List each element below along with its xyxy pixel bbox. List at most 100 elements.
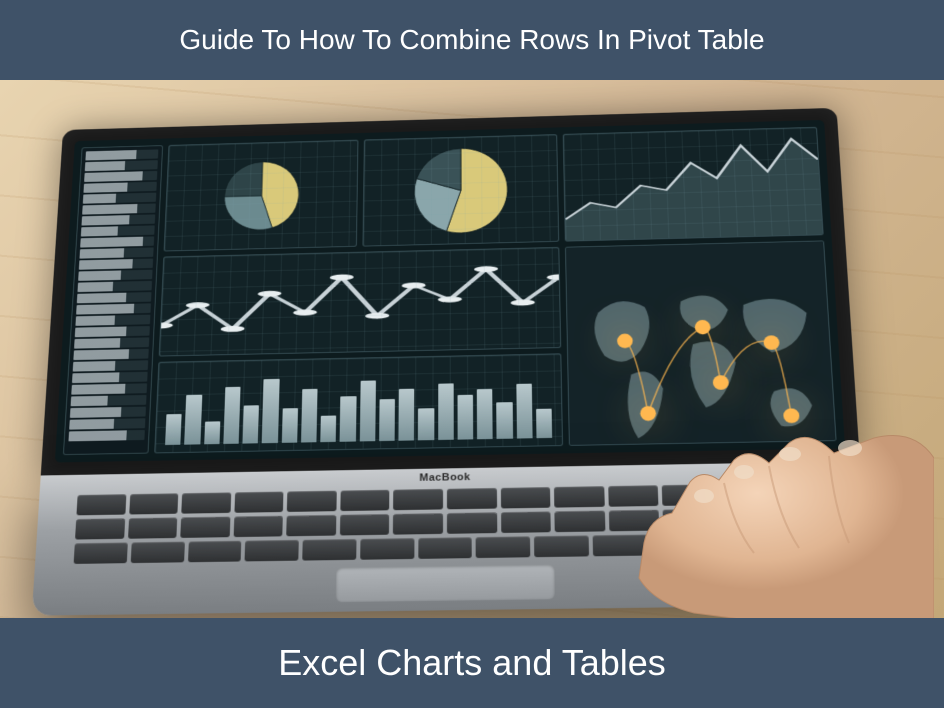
table-row (78, 270, 152, 281)
key (287, 515, 337, 536)
key (447, 512, 497, 534)
laptop-screen-frame (41, 108, 860, 476)
key (609, 510, 660, 532)
table-row (69, 418, 145, 429)
table-row (72, 372, 148, 383)
key (188, 541, 242, 563)
key (772, 507, 824, 529)
key (476, 536, 530, 558)
bar (165, 414, 182, 445)
table-row (73, 360, 149, 371)
bar (516, 383, 532, 438)
table-row (68, 430, 144, 441)
header-title: Guide To How To Combine Rows In Pivot Ta… (179, 24, 764, 56)
key (663, 509, 714, 531)
bar (223, 387, 240, 444)
key (771, 482, 823, 504)
key (74, 542, 128, 563)
table-row (71, 383, 147, 394)
world-map-panel (565, 241, 837, 446)
key (129, 493, 179, 514)
laptop-base: MacBook (32, 461, 870, 616)
bar (242, 405, 259, 443)
key (76, 494, 126, 515)
header-banner: Guide To How To Combine Rows In Pivot Ta… (0, 0, 944, 80)
table-row (77, 281, 152, 292)
table-row (85, 160, 158, 171)
bar (281, 408, 297, 443)
bar (184, 395, 201, 445)
key (769, 532, 825, 554)
key (302, 539, 356, 561)
table-row (81, 225, 155, 236)
bar (438, 383, 454, 440)
bar (301, 389, 318, 442)
table-row (70, 407, 146, 418)
bar (359, 380, 375, 441)
bar (477, 389, 493, 440)
trackpad (336, 565, 555, 603)
bar (418, 408, 434, 440)
key (710, 533, 766, 555)
key (608, 485, 659, 506)
table-row (75, 315, 150, 326)
bar (496, 402, 512, 439)
key (393, 513, 443, 534)
key (555, 511, 606, 533)
world-map (566, 242, 837, 446)
key (75, 518, 125, 539)
key (181, 492, 231, 513)
key (245, 540, 299, 562)
area-chart-panel (563, 127, 824, 242)
footer-banner: Excel Charts and Tables (0, 618, 944, 708)
table-row (82, 203, 156, 214)
key (360, 538, 414, 560)
bar (536, 409, 552, 438)
key (592, 535, 647, 557)
table-row (84, 171, 157, 182)
table-row (71, 395, 147, 406)
table-row (74, 337, 149, 348)
pie-chart-1-panel (164, 140, 359, 252)
table-row (77, 292, 152, 303)
bar-chart-panel (154, 353, 563, 453)
key (340, 514, 390, 535)
key (340, 490, 390, 511)
table-row (83, 182, 156, 193)
key (554, 486, 604, 507)
table-row (81, 214, 155, 225)
key (128, 517, 178, 538)
table-row (79, 247, 153, 258)
key (394, 489, 444, 510)
key (717, 508, 769, 530)
key (716, 483, 767, 505)
key (500, 487, 550, 508)
line-chart-panel (159, 247, 561, 356)
hero-scene: MacBook (0, 80, 944, 618)
pie-chart-2-panel (363, 134, 559, 247)
key (447, 488, 497, 509)
key (130, 542, 184, 563)
bar (320, 415, 336, 442)
laptop-brand-label: MacBook (419, 472, 470, 484)
bar (262, 379, 279, 444)
bar (398, 389, 414, 441)
sidebar-table-panel (63, 145, 163, 455)
key (418, 537, 472, 559)
bar (457, 395, 473, 440)
footer-title: Excel Charts and Tables (278, 642, 666, 684)
key (180, 517, 230, 538)
key (501, 511, 551, 533)
table-row (75, 326, 150, 337)
dashboard-screen (55, 120, 845, 463)
bar (340, 396, 356, 442)
laptop: MacBook (31, 108, 870, 618)
bar (379, 399, 395, 441)
table-row (79, 259, 153, 270)
table-row (85, 149, 158, 160)
key (651, 534, 707, 556)
table-row (76, 303, 151, 314)
key (287, 491, 337, 512)
key (233, 516, 283, 537)
keyboard (73, 482, 825, 567)
